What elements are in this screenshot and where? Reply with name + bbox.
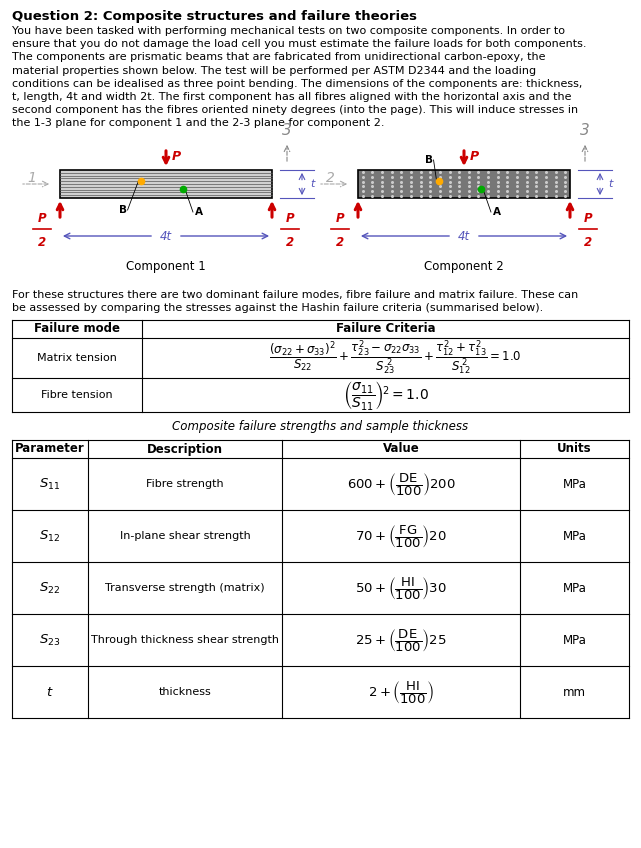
Text: $\dfrac{(\sigma_{22}+\sigma_{33})^2}{S_{22}}+\dfrac{\tau_{23}^{2}-\sigma_{22}\si: $\dfrac{(\sigma_{22}+\sigma_{33})^2}{S_{…	[269, 338, 522, 377]
Text: Fibre tension: Fibre tension	[41, 390, 113, 400]
Text: 2: 2	[326, 170, 335, 185]
Text: $t$: $t$	[46, 685, 54, 699]
Text: Composite failure strengths and sample thickness: Composite failure strengths and sample t…	[172, 420, 469, 433]
Text: Transverse strength (matrix): Transverse strength (matrix)	[105, 583, 265, 593]
Bar	[358, 170, 570, 198]
Text: Component 1: Component 1	[126, 260, 206, 273]
Text: $S_{12}$: $S_{12}$	[39, 528, 61, 544]
Text: 3: 3	[580, 123, 590, 138]
Text: Matrix tension: Matrix tension	[37, 353, 117, 363]
Text: You have been tasked with performing mechanical tests on two composite component: You have been tasked with performing mec…	[12, 26, 565, 36]
Text: P: P	[38, 212, 46, 225]
Bar	[60, 170, 272, 198]
Text: mm: mm	[563, 685, 586, 699]
Text: 3: 3	[282, 123, 292, 138]
Text: 2: 2	[584, 236, 592, 249]
Text: Parameter: Parameter	[15, 443, 85, 455]
Text: In-plane shear strength: In-plane shear strength	[120, 531, 251, 541]
Text: $600+\left(\dfrac{\mathrm{DE}}{100}\right)200$: $600+\left(\dfrac{\mathrm{DE}}{100}\righ…	[347, 471, 455, 498]
Text: P: P	[172, 150, 181, 163]
Text: The components are prismatic beams that are fabricated from unidirectional carbo: The components are prismatic beams that …	[12, 53, 545, 63]
Text: Value: Value	[383, 443, 419, 455]
Text: 4t: 4t	[458, 230, 470, 243]
Text: Failure mode: Failure mode	[34, 322, 120, 336]
Text: thickness: thickness	[158, 687, 212, 697]
Text: P: P	[336, 212, 344, 225]
Text: P: P	[470, 150, 479, 163]
Text: For these structures there are two dominant failure modes, fibre failure and mat: For these structures there are two domin…	[12, 290, 578, 300]
Text: P: P	[286, 212, 294, 225]
Text: 1: 1	[28, 170, 37, 185]
Text: P: P	[584, 212, 592, 225]
Text: ensure that you do not damage the load cell you must estimate the failure loads : ensure that you do not damage the load c…	[12, 39, 587, 49]
Text: be assessed by comparing the stresses against the Hashin failure criteria (summa: be assessed by comparing the stresses ag…	[12, 304, 544, 313]
Text: Question 2: Composite structures and failure theories: Question 2: Composite structures and fai…	[12, 10, 417, 23]
Text: 2: 2	[286, 236, 294, 249]
Text: material properties shown below. The test will be performed per ASTM D2344 and t: material properties shown below. The tes…	[12, 65, 536, 75]
Text: A: A	[195, 207, 203, 217]
Text: Units: Units	[557, 443, 592, 455]
Text: t: t	[310, 179, 314, 189]
Text: 2: 2	[336, 236, 344, 249]
Text: conditions can be idealised as three point bending. The dimensions of the compon: conditions can be idealised as three poi…	[12, 79, 583, 89]
Text: Description: Description	[147, 443, 223, 455]
Text: $\left(\dfrac{\sigma_{11}}{S_{11}}\right)^{\!2}=1.0$: $\left(\dfrac{\sigma_{11}}{S_{11}}\right…	[342, 378, 428, 411]
Text: $70+\left(\dfrac{\mathrm{FG}}{100}\right)20$: $70+\left(\dfrac{\mathrm{FG}}{100}\right…	[355, 522, 447, 550]
Text: B: B	[119, 205, 126, 215]
Text: $25+\left(\dfrac{\mathrm{DE}}{100}\right)25$: $25+\left(\dfrac{\mathrm{DE}}{100}\right…	[355, 627, 447, 654]
Text: A: A	[493, 207, 501, 217]
Text: Component 2: Component 2	[424, 260, 504, 273]
Text: MPa: MPa	[563, 529, 587, 543]
Text: $2+\left(\dfrac{\mathrm{HI}}{100}\right)$: $2+\left(\dfrac{\mathrm{HI}}{100}\right)…	[368, 678, 434, 706]
Text: second component has the fibres oriented ninety degrees (into the page). This wi: second component has the fibres oriented…	[12, 105, 578, 115]
Text: 4t: 4t	[160, 230, 172, 243]
Text: $S_{23}$: $S_{23}$	[39, 633, 61, 648]
Text: t: t	[608, 179, 612, 189]
Text: $50+\left(\dfrac{\mathrm{HI}}{100}\right)30$: $50+\left(\dfrac{\mathrm{HI}}{100}\right…	[355, 574, 447, 601]
Text: t, length, 4t and width 2t. The first component has all fibres aligned with the : t, length, 4t and width 2t. The first co…	[12, 92, 572, 102]
Text: the 1-3 plane for component 1 and the 2-3 plane for component 2.: the 1-3 plane for component 1 and the 2-…	[12, 119, 385, 128]
Text: Failure Criteria: Failure Criteria	[336, 322, 435, 336]
Text: Fibre strength: Fibre strength	[146, 479, 224, 489]
Text: B: B	[424, 155, 433, 165]
Text: MPa: MPa	[563, 477, 587, 490]
Text: MPa: MPa	[563, 582, 587, 594]
Text: $S_{11}$: $S_{11}$	[39, 477, 61, 492]
Text: MPa: MPa	[563, 633, 587, 646]
Text: Through thickness shear strength: Through thickness shear strength	[91, 635, 279, 645]
Text: $S_{22}$: $S_{22}$	[39, 580, 61, 595]
Text: 2: 2	[38, 236, 46, 249]
